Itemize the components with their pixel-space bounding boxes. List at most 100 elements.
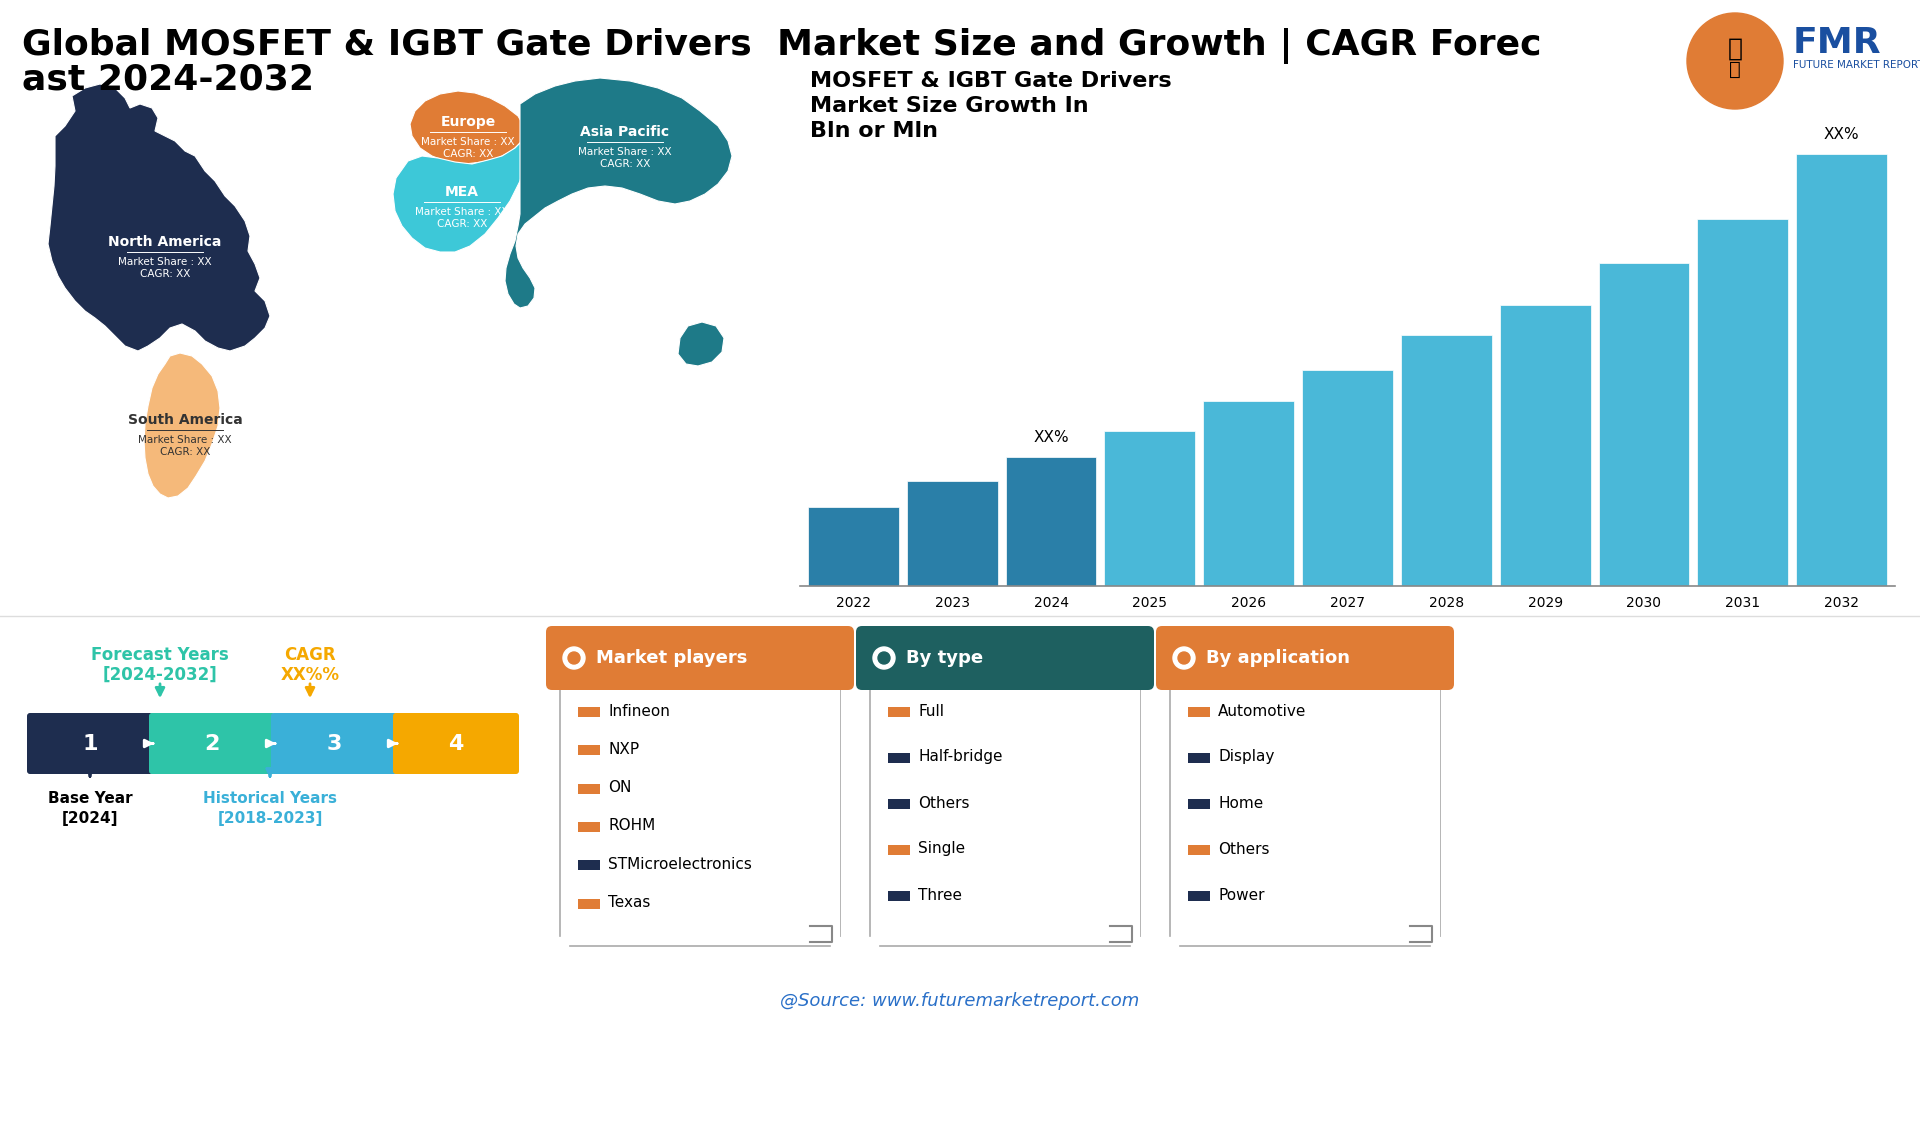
Text: Infineon: Infineon: [609, 704, 670, 719]
Text: ROHM: ROHM: [609, 818, 655, 833]
Text: Power: Power: [1217, 887, 1265, 903]
FancyBboxPatch shape: [271, 713, 397, 774]
Bar: [1188, 753, 1210, 763]
Circle shape: [1688, 13, 1784, 109]
Bar: [1797, 154, 1887, 586]
Bar: [1500, 305, 1590, 586]
Text: 2: 2: [204, 733, 219, 754]
Text: CAGR: XX: CAGR: XX: [599, 159, 651, 168]
Text: MOSFET & IGBT Gate Drivers: MOSFET & IGBT Gate Drivers: [810, 71, 1171, 91]
Text: 2031: 2031: [1726, 596, 1761, 610]
Polygon shape: [411, 91, 524, 164]
Text: 🔭: 🔭: [1730, 60, 1741, 78]
FancyBboxPatch shape: [27, 713, 154, 774]
Text: Full: Full: [918, 704, 945, 719]
Polygon shape: [144, 353, 221, 499]
Bar: [887, 799, 910, 809]
Circle shape: [563, 647, 586, 669]
Text: Bln or Mln: Bln or Mln: [810, 121, 939, 141]
Text: By application: By application: [1206, 649, 1350, 667]
Bar: [1599, 264, 1690, 586]
Text: CAGR: XX: CAGR: XX: [140, 269, 190, 278]
Bar: [808, 508, 899, 586]
Text: ast 2024-2032: ast 2024-2032: [21, 63, 315, 97]
Text: Others: Others: [918, 795, 970, 810]
Text: Single: Single: [918, 841, 966, 856]
Text: XX%%: XX%%: [280, 666, 340, 684]
Bar: [887, 845, 910, 855]
Text: Half-bridge: Half-bridge: [918, 749, 1002, 764]
Text: CAGR: XX: CAGR: XX: [159, 447, 209, 457]
Text: Market Size Growth In: Market Size Growth In: [810, 96, 1089, 116]
Circle shape: [874, 647, 895, 669]
Bar: [1204, 401, 1294, 586]
Text: Texas: Texas: [609, 895, 651, 910]
Text: North America: North America: [108, 235, 221, 249]
Text: Market Share : XX: Market Share : XX: [415, 207, 509, 217]
Text: By type: By type: [906, 649, 983, 667]
Text: FUTURE MARKET REPORT: FUTURE MARKET REPORT: [1793, 60, 1920, 70]
Text: Automotive: Automotive: [1217, 704, 1306, 719]
FancyBboxPatch shape: [1156, 626, 1453, 690]
Bar: [578, 861, 599, 870]
Circle shape: [1179, 652, 1190, 664]
Text: [2024]: [2024]: [61, 811, 119, 826]
Bar: [1188, 707, 1210, 717]
Text: 2026: 2026: [1231, 596, 1267, 610]
Text: MEA: MEA: [445, 185, 478, 199]
Bar: [578, 745, 599, 755]
Bar: [578, 784, 599, 794]
Text: Historical Years: Historical Years: [204, 791, 338, 806]
Text: ON: ON: [609, 780, 632, 795]
Bar: [1006, 457, 1096, 586]
Text: 2025: 2025: [1133, 596, 1167, 610]
Bar: [1188, 799, 1210, 809]
Text: South America: South America: [127, 413, 242, 427]
Text: CAGR: XX: CAGR: XX: [438, 219, 488, 229]
Text: XX%: XX%: [1824, 127, 1859, 142]
Text: 2032: 2032: [1824, 596, 1859, 610]
Text: XX%: XX%: [1033, 430, 1069, 446]
FancyBboxPatch shape: [856, 626, 1154, 690]
Bar: [578, 822, 599, 832]
Text: Display: Display: [1217, 749, 1275, 764]
FancyBboxPatch shape: [394, 713, 518, 774]
Bar: [1188, 890, 1210, 901]
Text: [2018-2023]: [2018-2023]: [217, 811, 323, 826]
Text: Three: Three: [918, 887, 962, 903]
Polygon shape: [678, 322, 724, 366]
Text: Market Share : XX: Market Share : XX: [119, 257, 211, 267]
Text: Global MOSFET & IGBT Gate Drivers  Market Size and Growth | CAGR Forec: Global MOSFET & IGBT Gate Drivers Market…: [21, 28, 1542, 64]
Text: Asia Pacific: Asia Pacific: [580, 125, 670, 139]
Bar: [1302, 370, 1392, 586]
FancyBboxPatch shape: [150, 713, 275, 774]
Bar: [1104, 431, 1196, 586]
Text: Market players: Market players: [595, 649, 747, 667]
Bar: [578, 707, 599, 717]
Text: 2030: 2030: [1626, 596, 1661, 610]
Text: 2028: 2028: [1428, 596, 1463, 610]
Text: CAGR: XX: CAGR: XX: [444, 149, 493, 159]
Text: @Source: www.futuremarketreport.com: @Source: www.futuremarketreport.com: [780, 992, 1140, 1010]
Bar: [906, 481, 998, 586]
Text: Forecast Years: Forecast Years: [90, 646, 228, 664]
Polygon shape: [48, 84, 271, 351]
Circle shape: [568, 652, 580, 664]
Text: STMicroelectronics: STMicroelectronics: [609, 857, 753, 872]
Bar: [887, 753, 910, 763]
Bar: [887, 890, 910, 901]
Text: CAGR: CAGR: [284, 646, 336, 664]
Text: Base Year: Base Year: [48, 791, 132, 806]
Text: 2027: 2027: [1331, 596, 1365, 610]
Bar: [1188, 845, 1210, 855]
Text: [2024-2032]: [2024-2032]: [102, 666, 217, 684]
Text: Market Share : XX: Market Share : XX: [420, 138, 515, 147]
Circle shape: [1173, 647, 1194, 669]
Text: 2022: 2022: [835, 596, 872, 610]
Text: 4: 4: [447, 733, 465, 754]
Text: Home: Home: [1217, 795, 1263, 810]
Polygon shape: [394, 141, 524, 252]
Text: 3: 3: [326, 733, 342, 754]
Polygon shape: [505, 78, 732, 308]
Bar: [578, 898, 599, 909]
